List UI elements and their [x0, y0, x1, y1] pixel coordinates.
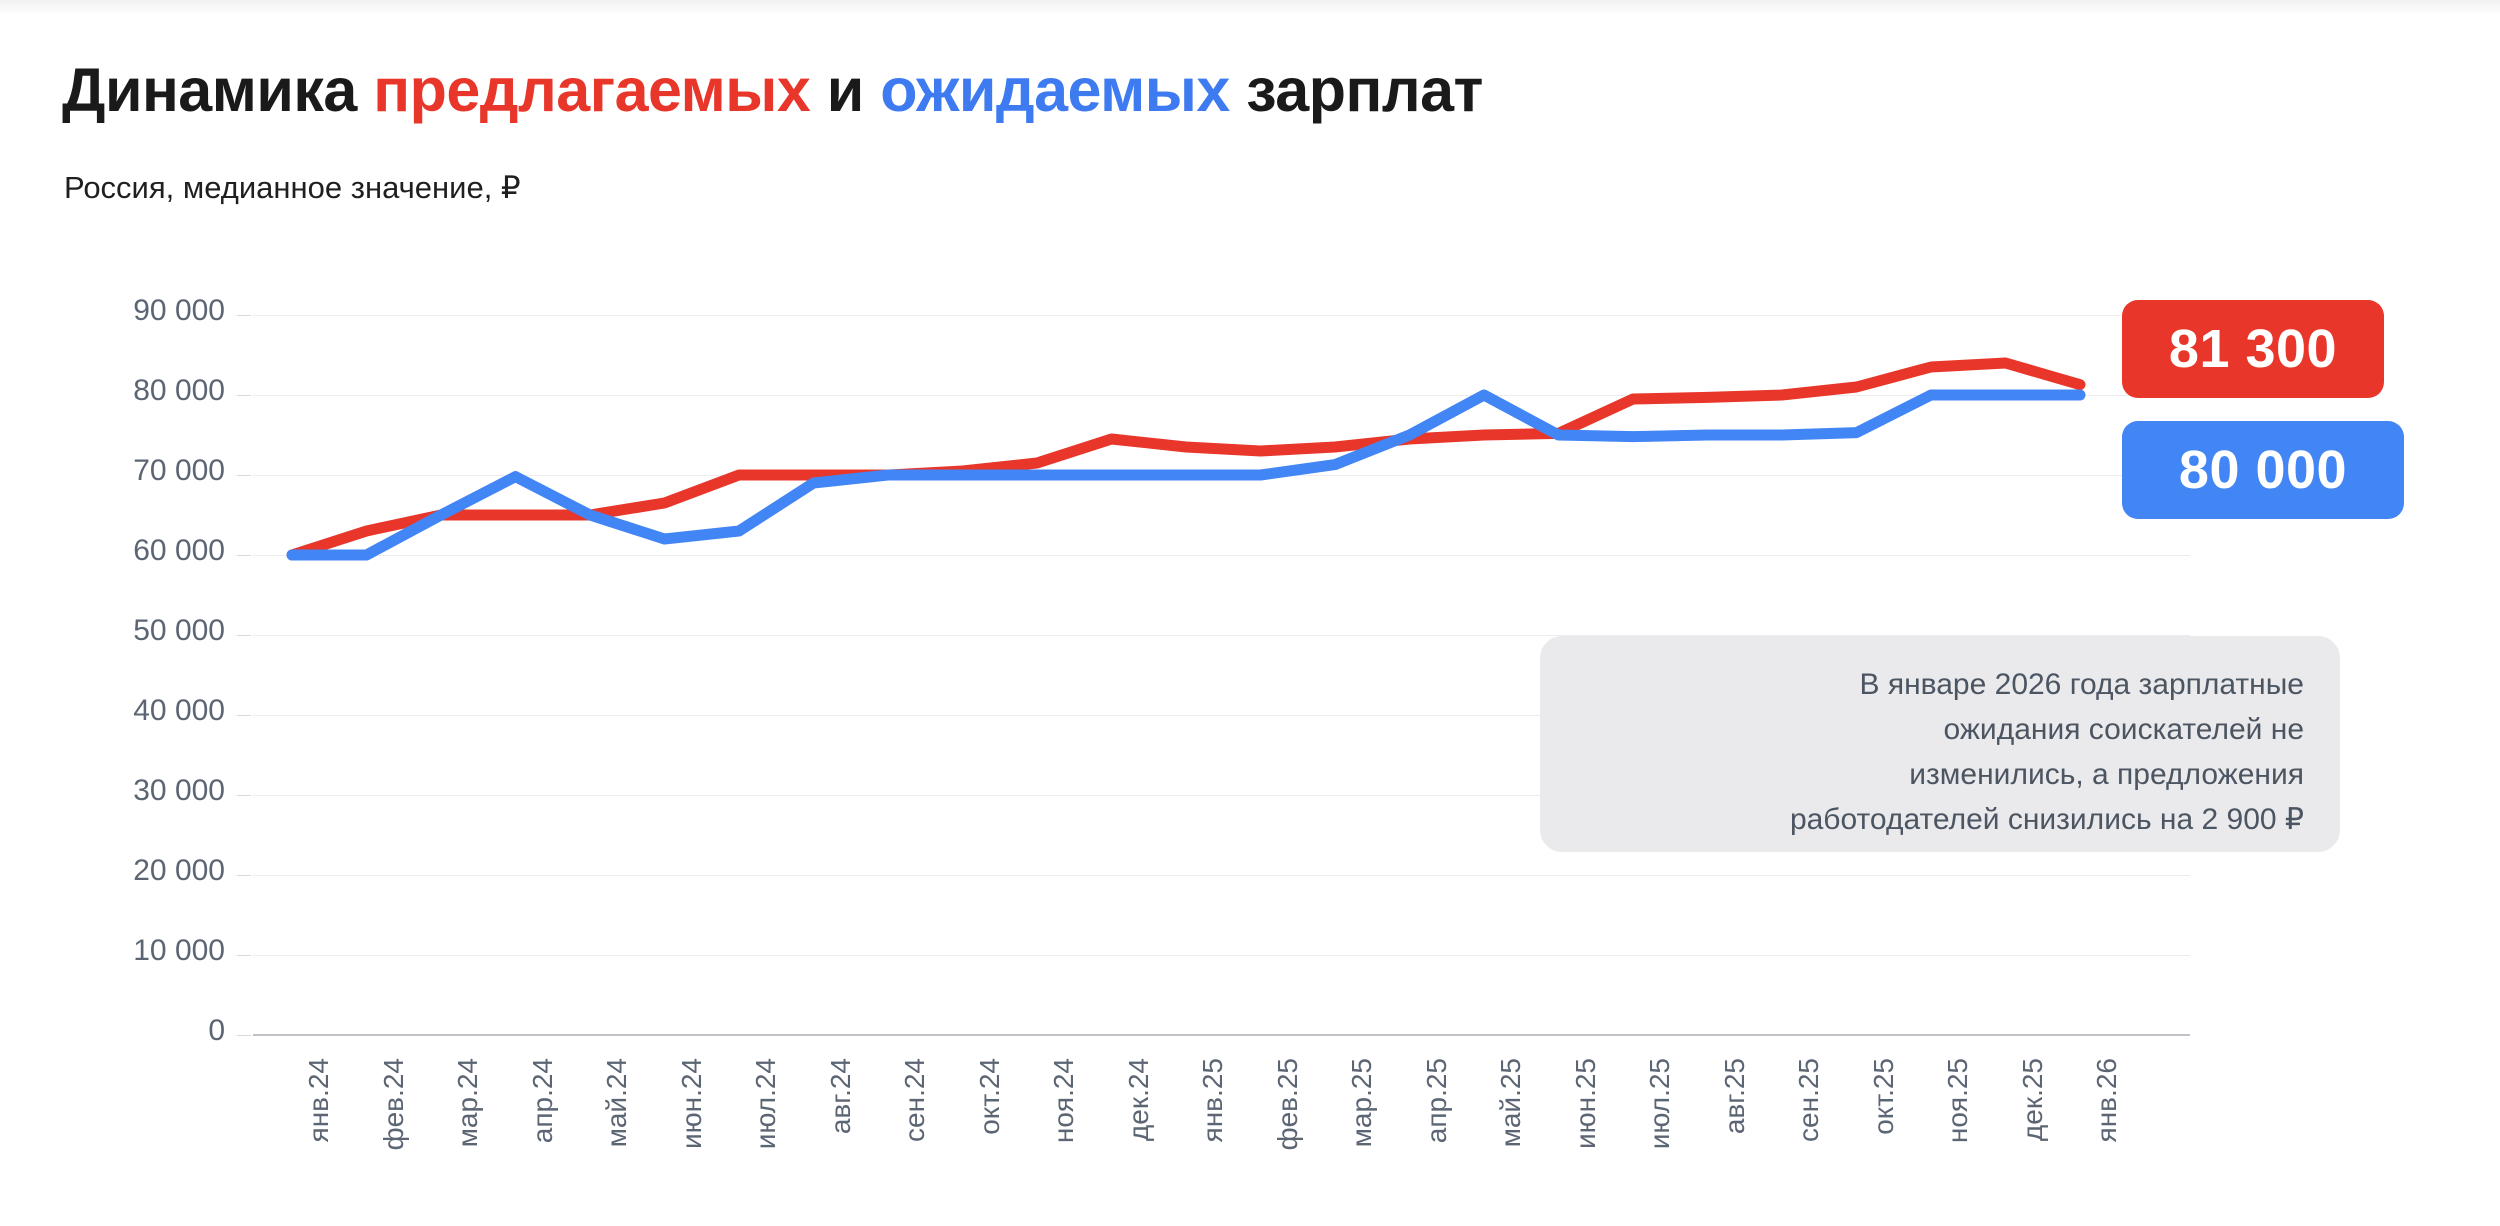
y-tick-mark — [237, 795, 251, 796]
gridline — [253, 955, 2190, 956]
title-part-5: зарплат — [1229, 56, 1483, 124]
gridline — [253, 875, 2190, 876]
y-axis-tick-label: 0 — [208, 1014, 225, 1047]
title-part-3: и — [810, 56, 881, 124]
y-axis-tick-label: 40 000 — [133, 694, 225, 727]
y-tick-mark — [237, 715, 251, 716]
gridline — [253, 795, 2190, 796]
title-part-offered: предлагаемых — [373, 56, 811, 124]
y-tick-mark — [237, 315, 251, 316]
gridline — [253, 635, 2190, 636]
y-tick-mark — [237, 395, 251, 396]
page-subtitle: Россия, медианное значение, ₽ — [64, 170, 521, 205]
title-part-1: Динамика — [62, 56, 374, 124]
title-part-expected: ожидаемых — [880, 56, 1230, 124]
y-tick-mark — [237, 635, 251, 636]
y-axis-tick-label: 90 000 — [133, 294, 225, 327]
gridline — [253, 715, 2190, 716]
annotation-line-3: изменились, а предложения — [1909, 758, 2304, 791]
y-tick-mark — [237, 555, 251, 556]
gridline — [253, 315, 2190, 316]
annotation-box: В январе 2026 года зарплатные ожидания с… — [1540, 636, 2340, 852]
y-tick-mark — [237, 875, 251, 876]
y-axis-tick-label: 10 000 — [133, 934, 225, 967]
y-axis-tick-label: 30 000 — [133, 774, 225, 807]
y-tick-mark — [237, 955, 251, 956]
gridline — [253, 395, 2190, 396]
x-axis-line — [253, 1034, 2190, 1036]
value-badge-offered: 81 300 — [2122, 300, 2384, 398]
top-gradient-strip — [0, 0, 2500, 14]
annotation-line-4: работодателей снизились на 2 900 ₽ — [1789, 803, 2304, 836]
series-line-expected — [286, 389, 2086, 561]
y-axis-tick-label: 70 000 — [133, 454, 225, 487]
gridline — [253, 555, 2190, 556]
series-line-offered — [286, 357, 2086, 561]
annotation-line-2: ожидания соискателей не — [1943, 713, 2304, 746]
annotation-line-1: В январе 2026 года зарплатные — [1859, 668, 2304, 701]
y-tick-mark — [237, 475, 251, 476]
y-tick-mark — [237, 1035, 251, 1036]
value-badge-expected: 80 000 — [2122, 421, 2404, 519]
y-axis-tick-label: 20 000 — [133, 854, 225, 887]
page-title: Динамика предлагаемых и ожидаемых зарпла… — [62, 55, 1483, 125]
y-axis-tick-label: 50 000 — [133, 614, 225, 647]
y-axis-tick-label: 80 000 — [133, 374, 225, 407]
y-axis-tick-label: 60 000 — [133, 534, 225, 567]
